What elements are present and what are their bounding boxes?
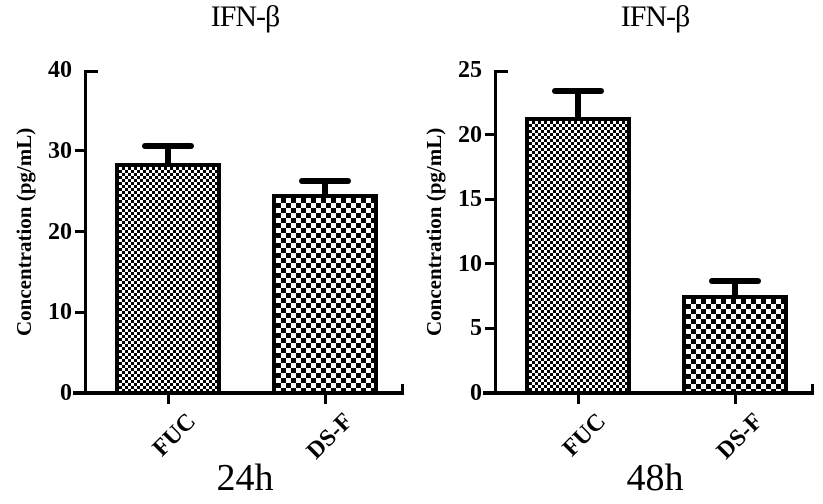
error-bar-cap <box>299 178 351 185</box>
x-axis-line <box>73 391 404 395</box>
y-tick <box>75 310 86 314</box>
error-bar-stem <box>575 90 581 120</box>
error-bar-stem <box>322 181 328 198</box>
x-axis-line <box>483 391 814 395</box>
y-tick-label: 0 <box>60 380 72 406</box>
error-bar-stem <box>732 280 738 298</box>
y-tick <box>75 391 86 395</box>
y-tick-label: 15 <box>458 186 482 213</box>
bar-fuc <box>525 116 631 395</box>
y-tick-label: 40 <box>48 57 72 83</box>
time-label: 48h <box>626 457 684 499</box>
chart-24h: IFN-β Concentration (pg/mL) 24h 0 10 20 30 4… <box>0 0 410 504</box>
y-axis-top-hook <box>84 70 98 73</box>
y-tick <box>485 391 496 395</box>
y-axis-line <box>494 70 497 395</box>
y-tick-label: 0 <box>470 380 482 406</box>
x-category-label: FUC <box>147 408 201 462</box>
chart-48h: IFN-β Concentration (pg/mL) 48h 0 5 10 15 20… <box>410 0 823 504</box>
y-tick-label: 10 <box>48 299 72 326</box>
x-tick <box>323 395 327 404</box>
bar-ds-f <box>682 294 788 395</box>
y-axis-label: Concentration (pg/mL) <box>422 127 446 336</box>
y-tick-label: 20 <box>48 218 72 245</box>
y-axis-top-hook <box>494 70 508 73</box>
chart-title: IFN-β <box>620 0 691 33</box>
chart-title: IFN-β <box>210 0 281 33</box>
y-tick-label: 25 <box>458 57 482 83</box>
x-tick <box>166 395 170 404</box>
y-tick-label: 30 <box>48 137 72 164</box>
x-tick <box>576 395 580 404</box>
error-bar-cap <box>552 87 604 94</box>
y-tick <box>75 149 86 153</box>
y-tick <box>485 326 496 330</box>
y-tick-label: 5 <box>470 315 482 342</box>
error-bar-cap <box>709 277 761 284</box>
x-axis-end-hook <box>401 384 404 393</box>
y-tick-label: 10 <box>458 250 482 277</box>
y-tick-label: 20 <box>458 121 482 148</box>
error-bar-stem <box>165 145 171 166</box>
x-axis-end-hook <box>811 384 814 393</box>
time-label: 24h <box>216 457 274 499</box>
bar-fuc <box>115 162 221 395</box>
bar-ds-f <box>272 194 378 395</box>
x-category-label: FUC <box>557 408 611 462</box>
y-tick <box>485 133 496 137</box>
error-bar-cap <box>142 142 194 149</box>
x-tick <box>733 395 737 404</box>
y-tick <box>485 262 496 266</box>
y-tick <box>75 230 86 233</box>
y-tick <box>485 197 496 201</box>
